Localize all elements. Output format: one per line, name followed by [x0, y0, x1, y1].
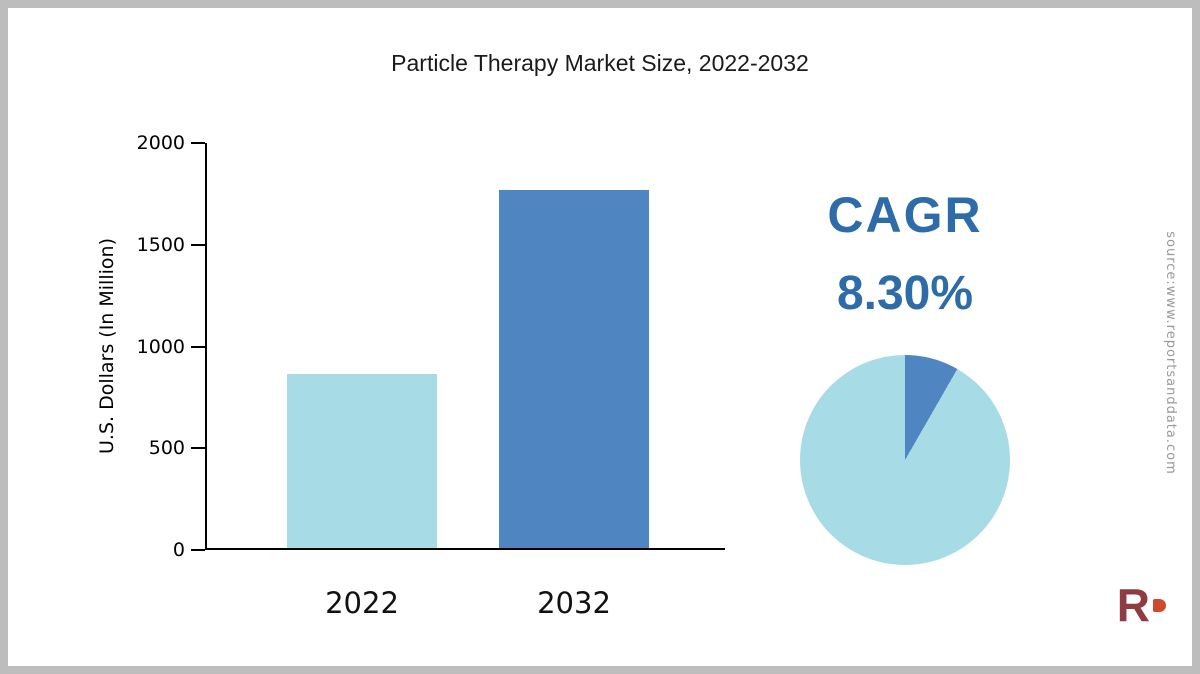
y-tick-label: 1500 — [136, 233, 185, 256]
chart-title: Particle Therapy Market Size, 2022-2032 — [391, 50, 809, 76]
tick-mark — [191, 142, 205, 144]
y-tick-label: 0 — [172, 539, 185, 561]
logo-letter: R — [1116, 579, 1150, 631]
y-tick-1000: 1000 — [137, 336, 205, 358]
y-tick-label: 2000 — [136, 132, 185, 154]
y-tick-label: 500 — [148, 437, 185, 460]
bar-2032 — [499, 189, 649, 548]
cagr-pie-chart — [800, 355, 1010, 565]
bar-2022 — [287, 373, 437, 548]
x-axis-label-2032: 2032 — [537, 586, 611, 620]
logo-dot-icon — [1153, 598, 1166, 612]
cagr-label: CAGR — [827, 187, 983, 243]
tick-mark — [191, 345, 205, 348]
source-watermark: source:www.reportsanddata.com — [1163, 231, 1178, 475]
brand-logo: R — [1117, 582, 1166, 628]
bar-chart-plot — [205, 143, 725, 550]
cagr-value: 8.30% — [836, 267, 974, 320]
y-tick-2000: 2000 — [137, 132, 205, 154]
tick-mark — [191, 243, 205, 246]
tick-mark — [191, 549, 205, 551]
y-tick-500: 500 — [149, 437, 205, 459]
y-tick-0: 0 — [173, 539, 205, 561]
y-tick-1500: 1500 — [137, 234, 205, 256]
tick-mark — [191, 447, 205, 450]
y-axis-ticks: 2000 1500 1000 500 0 — [8, 132, 205, 561]
y-tick-label: 1000 — [136, 335, 185, 358]
x-axis-label-2022: 2022 — [325, 586, 399, 620]
